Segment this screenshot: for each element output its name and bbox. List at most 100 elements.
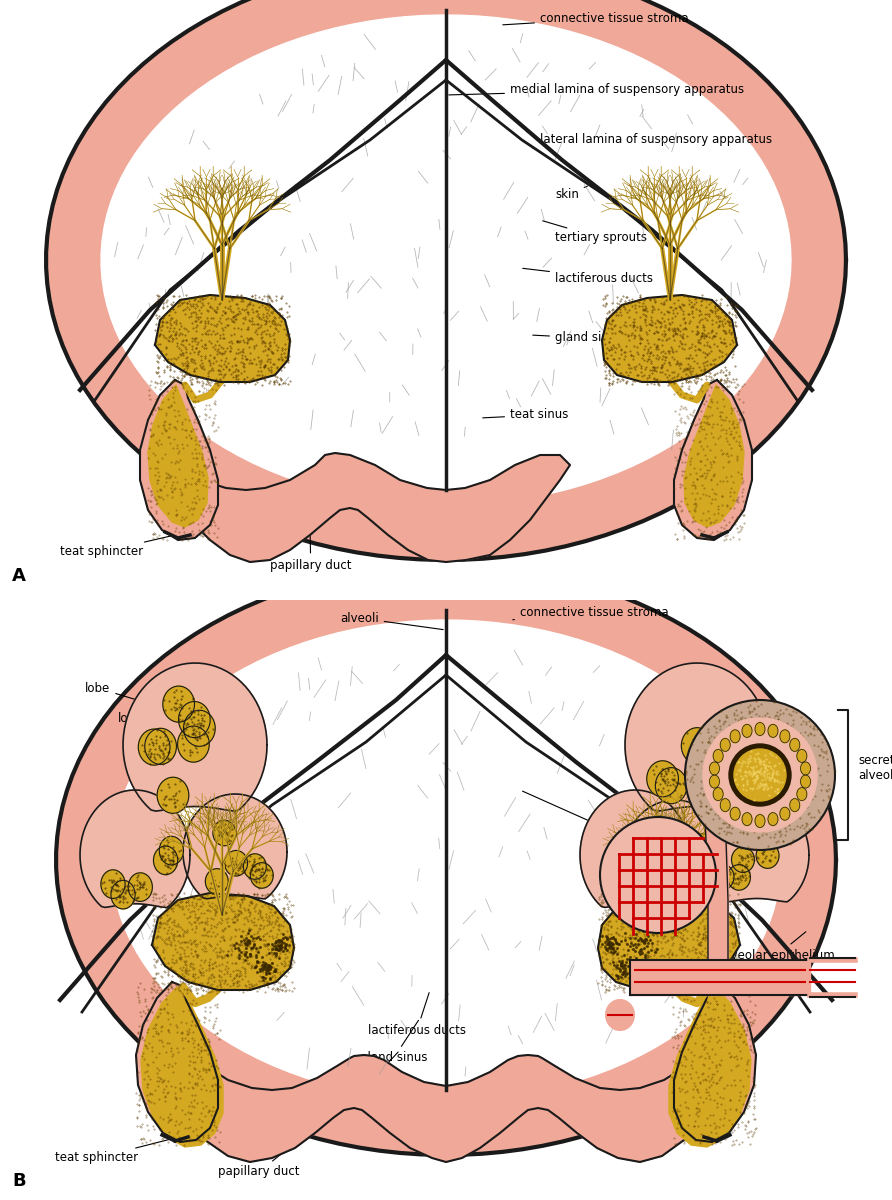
Ellipse shape [742, 812, 752, 826]
Polygon shape [152, 893, 294, 990]
Ellipse shape [706, 752, 739, 788]
Polygon shape [580, 790, 690, 907]
Circle shape [600, 817, 716, 934]
Circle shape [703, 718, 817, 832]
Polygon shape [80, 790, 190, 907]
Ellipse shape [709, 775, 720, 788]
Ellipse shape [184, 710, 215, 746]
Ellipse shape [244, 853, 267, 880]
Ellipse shape [639, 871, 661, 896]
Ellipse shape [128, 872, 153, 901]
Ellipse shape [656, 768, 687, 804]
Ellipse shape [800, 762, 811, 775]
Ellipse shape [720, 799, 731, 811]
Polygon shape [136, 982, 218, 1142]
Ellipse shape [635, 833, 660, 862]
Polygon shape [155, 452, 570, 562]
Ellipse shape [797, 749, 807, 762]
Ellipse shape [780, 730, 790, 743]
Ellipse shape [213, 821, 235, 846]
Ellipse shape [714, 749, 723, 762]
Polygon shape [123, 664, 267, 811]
Ellipse shape [731, 730, 740, 743]
Ellipse shape [649, 816, 672, 841]
Text: teat sinus: teat sinus [483, 408, 568, 421]
Polygon shape [705, 797, 809, 902]
Text: teat sinus: teat sinus [332, 1052, 398, 1098]
Text: alveoli: alveoli [340, 612, 443, 630]
Ellipse shape [684, 863, 706, 888]
Ellipse shape [178, 702, 211, 738]
Ellipse shape [720, 738, 731, 751]
Ellipse shape [768, 812, 778, 826]
Ellipse shape [138, 730, 170, 766]
Ellipse shape [111, 881, 135, 908]
Text: A: A [12, 566, 26, 584]
Ellipse shape [630, 851, 654, 880]
Polygon shape [623, 800, 727, 905]
Ellipse shape [225, 851, 248, 876]
Text: lactiferous ducts: lactiferous ducts [523, 269, 653, 284]
Text: capillary network: capillary network [620, 942, 723, 974]
Ellipse shape [739, 824, 761, 850]
Text: gland sinus: gland sinus [360, 1020, 427, 1064]
Text: gland sinus: gland sinus [533, 331, 623, 344]
Polygon shape [598, 893, 740, 990]
Ellipse shape [690, 834, 714, 859]
Polygon shape [101, 16, 791, 505]
Ellipse shape [160, 836, 184, 865]
Ellipse shape [731, 847, 755, 872]
Ellipse shape [101, 870, 125, 899]
Ellipse shape [695, 743, 726, 779]
Ellipse shape [153, 846, 178, 875]
Text: connective tissue stroma: connective tissue stroma [513, 606, 669, 619]
Ellipse shape [714, 787, 723, 800]
Ellipse shape [780, 808, 790, 820]
Ellipse shape [633, 851, 658, 880]
Text: papillary duct: papillary duct [218, 1136, 302, 1178]
Polygon shape [148, 1055, 745, 1162]
Polygon shape [148, 385, 208, 527]
Ellipse shape [681, 727, 713, 763]
Ellipse shape [178, 726, 210, 762]
Ellipse shape [617, 833, 641, 862]
Ellipse shape [800, 775, 811, 788]
Ellipse shape [606, 1000, 634, 1030]
Polygon shape [630, 960, 810, 995]
Text: alveolar epithelium: alveolar epithelium [720, 931, 835, 961]
Polygon shape [674, 982, 756, 1142]
Text: papillary duct: papillary duct [270, 530, 351, 571]
Ellipse shape [647, 761, 679, 797]
Ellipse shape [768, 725, 778, 737]
Text: skin: skin [555, 186, 588, 202]
Ellipse shape [731, 808, 740, 820]
Polygon shape [684, 385, 744, 527]
Polygon shape [155, 295, 290, 382]
Ellipse shape [756, 842, 779, 869]
Ellipse shape [157, 778, 189, 814]
Polygon shape [141, 986, 223, 1147]
Ellipse shape [755, 722, 765, 736]
Text: medial lamina of suspensory apparatus: medial lamina of suspensory apparatus [449, 84, 744, 96]
Text: lobe: lobe [85, 682, 168, 709]
Text: secretory
alveolus: secretory alveolus [858, 754, 892, 782]
Polygon shape [140, 380, 218, 540]
Ellipse shape [163, 686, 194, 722]
Polygon shape [669, 986, 751, 1147]
Ellipse shape [789, 738, 800, 751]
Circle shape [734, 749, 786, 802]
Ellipse shape [145, 728, 177, 764]
Text: connective tissue stroma: connective tissue stroma [503, 12, 689, 25]
Text: teat sphincter: teat sphincter [55, 1139, 172, 1164]
Polygon shape [674, 380, 752, 540]
Text: tertiary sprouts: tertiary sprouts [542, 221, 647, 245]
Ellipse shape [797, 787, 807, 800]
Polygon shape [56, 565, 836, 1154]
Text: lactiferous ducts: lactiferous ducts [368, 992, 466, 1037]
Ellipse shape [688, 767, 719, 803]
Ellipse shape [205, 869, 228, 894]
Polygon shape [112, 620, 781, 1100]
Ellipse shape [755, 815, 765, 828]
Ellipse shape [789, 799, 800, 811]
Text: lobule: lobule [118, 712, 187, 739]
